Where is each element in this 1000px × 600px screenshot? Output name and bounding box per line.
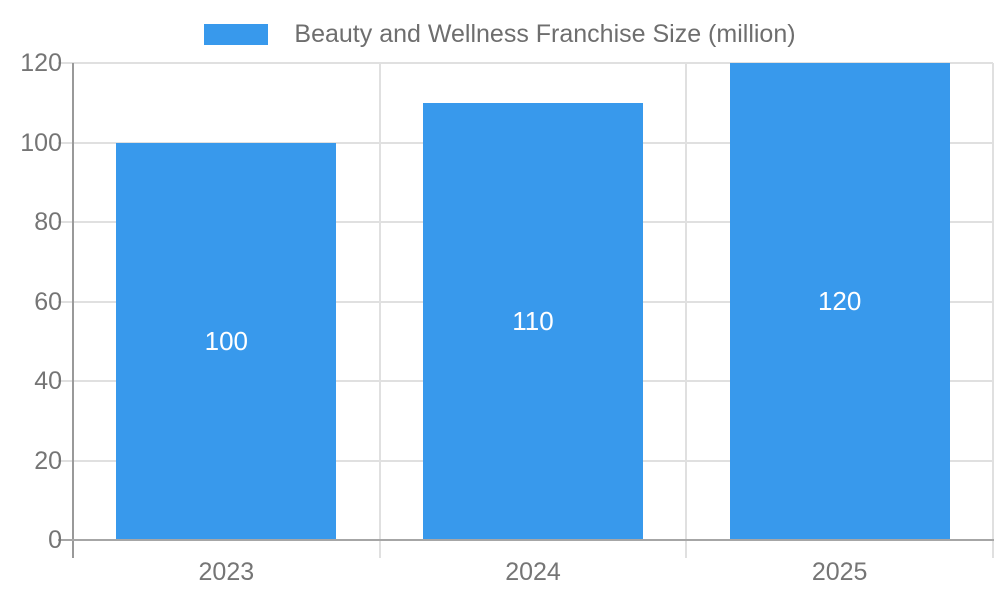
y-tick-label-80: 80 (34, 208, 62, 236)
x-tick-label-2024: 2024 (505, 558, 561, 586)
y-axis-line (72, 63, 74, 558)
x-tick-label-2025: 2025 (811, 558, 868, 586)
x-tick-label-2023: 2023 (198, 558, 255, 586)
bar-value-label: 110 (512, 305, 554, 336)
bar-value-label: 120 (817, 286, 862, 316)
legend-label: Beauty and Wellness Franchise Size (mill… (294, 20, 796, 48)
gridline-x-2 (685, 63, 688, 558)
bar-value-label: 100 (204, 325, 249, 356)
y-tick-label-120: 120 (20, 49, 62, 77)
y-tick-label-60: 60 (34, 287, 62, 316)
gridline-x-1 (378, 63, 381, 558)
bar-2025[interactable]: 120 (729, 63, 950, 540)
legend-swatch (204, 24, 269, 45)
gridline-y-120 (58, 62, 993, 64)
gridline-x-3 (992, 63, 994, 558)
y-tick-label-0: 0 (48, 526, 62, 554)
x-axis-line (58, 539, 994, 541)
bar-2023[interactable]: 100 (116, 142, 337, 540)
bar-2024[interactable]: 110 (423, 102, 643, 540)
y-tick-label-40: 40 (34, 367, 62, 395)
chart-legend: Beauty and Wellness Franchise Size (mill… (0, 20, 1000, 49)
y-tick-label-20: 20 (34, 446, 62, 475)
y-tick-label-100: 100 (20, 128, 62, 157)
